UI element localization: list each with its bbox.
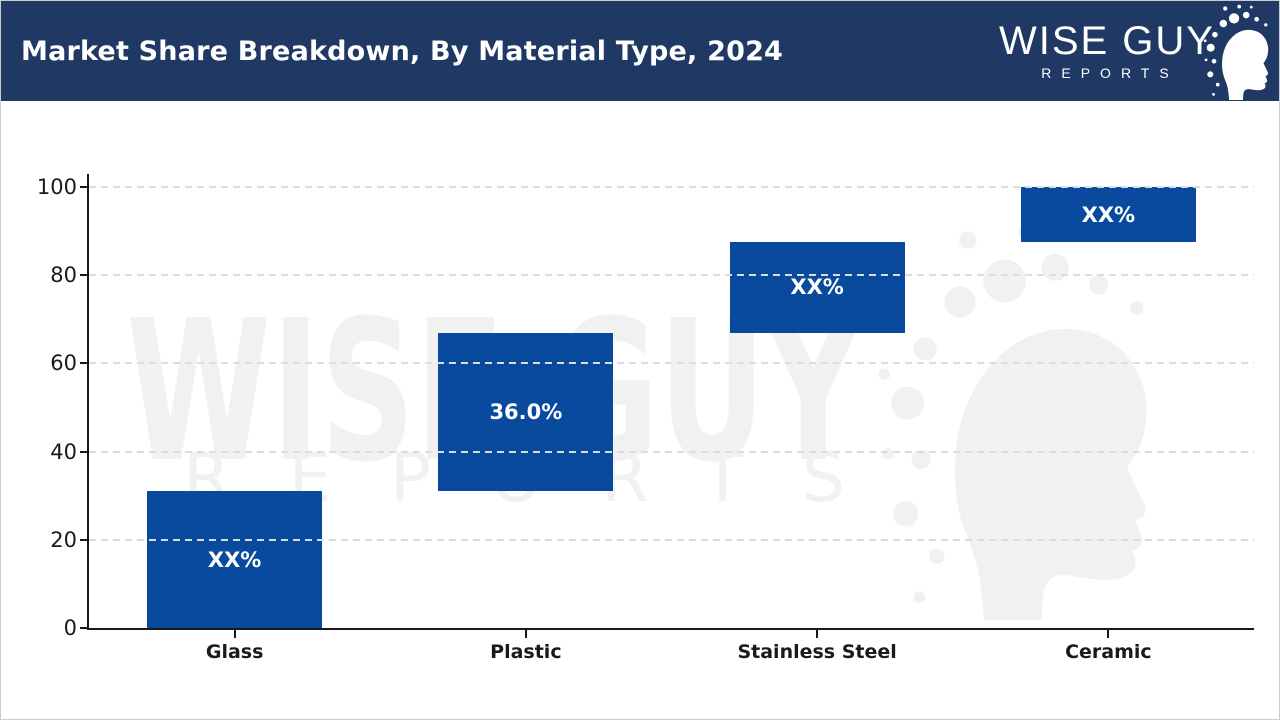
y-tick-mark xyxy=(80,538,89,541)
gridline xyxy=(89,538,1254,541)
bar-value-label: XX% xyxy=(1081,202,1136,227)
gridline xyxy=(89,450,1254,453)
bar-plastic: 36.0% xyxy=(438,332,614,492)
y-tick-mark xyxy=(80,186,89,188)
bar-ceramic: XX% xyxy=(1020,187,1196,243)
category-label-stainless-steel: Stainless Steel xyxy=(737,641,897,663)
logo-text: WISE GUY REPORTS xyxy=(999,21,1215,81)
plot-area: XX% Glass 36.0% Plastic XX% Stainless Steel XX… xyxy=(1,101,1279,719)
y-tick-label: 80 xyxy=(50,263,77,288)
gridline xyxy=(89,362,1254,365)
x-tick-mark xyxy=(816,630,819,638)
y-tick-mark xyxy=(80,450,89,453)
y-tick-label: 100 xyxy=(36,175,77,199)
y-tick-label: 40 xyxy=(50,439,77,464)
x-tick-mark xyxy=(1107,630,1110,638)
x-axis-line xyxy=(87,628,1254,630)
y-tick-label: 20 xyxy=(50,527,77,552)
logo-reports-text: REPORTS xyxy=(1041,65,1179,81)
y-tick-mark xyxy=(80,274,89,277)
category-label-glass: Glass xyxy=(205,641,264,663)
bar-value-label: XX% xyxy=(207,547,262,572)
header: Market Share Breakdown, By Material Type… xyxy=(1,1,1279,101)
bar-value-label: XX% xyxy=(790,275,844,300)
y-tick-mark xyxy=(80,627,89,629)
bar-value-label: 36.0% xyxy=(489,399,563,424)
y-tick-label: 60 xyxy=(50,351,77,376)
y-tick-label: 0 xyxy=(63,616,77,640)
page-title: Market Share Breakdown, By Material Type… xyxy=(21,35,784,67)
y-axis-line xyxy=(87,173,89,630)
x-tick-mark xyxy=(233,630,236,638)
category-label-ceramic: Ceramic xyxy=(1065,641,1152,663)
y-tick-mark xyxy=(80,362,89,365)
gridline xyxy=(89,274,1254,277)
wise-guy-logo: WISE GUY REPORTS xyxy=(999,2,1271,100)
category-label-plastic: Plastic xyxy=(490,641,562,663)
x-tick-mark xyxy=(524,630,527,638)
bar-stainless-steel: XX% xyxy=(729,242,905,333)
bar-glass: XX% xyxy=(147,491,323,628)
logo-wiseguy-text: WISE GUY xyxy=(998,19,1215,63)
gridline xyxy=(89,186,1254,188)
